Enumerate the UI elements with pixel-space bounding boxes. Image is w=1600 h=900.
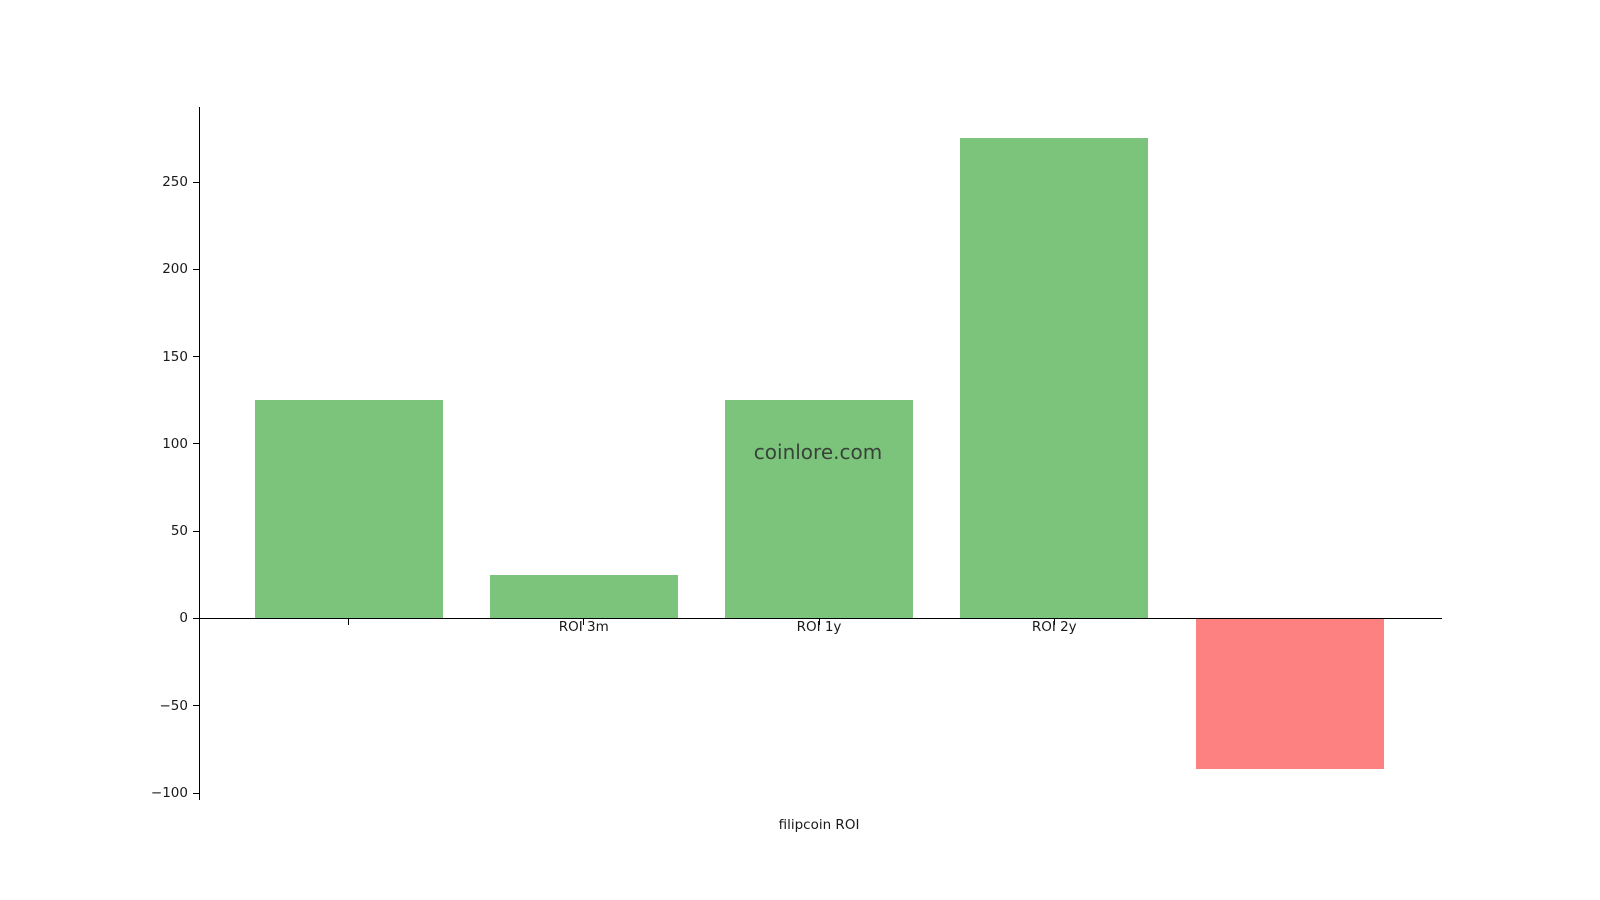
x-tick-mark	[1053, 618, 1055, 625]
x-tick-mark	[818, 618, 820, 625]
y-tick-label: −100	[150, 785, 188, 802]
y-tick-label: 150	[162, 348, 188, 365]
x-tick-label: ROI 1y	[796, 619, 842, 636]
y-tick-mark	[193, 792, 199, 794]
y-tick-label: 250	[162, 174, 188, 191]
x-tick-label: ROI 3m	[558, 619, 609, 636]
y-tick-label: 200	[162, 261, 188, 278]
y-tick-mark	[193, 617, 199, 619]
y-tick-mark	[193, 443, 199, 445]
x-tick-label: ROI 2y	[1031, 619, 1077, 636]
y-tick-mark	[193, 705, 199, 707]
bar	[725, 400, 913, 619]
y-tick-label: 50	[170, 523, 188, 540]
y-tick-mark	[193, 530, 199, 532]
y-tick-label: −50	[159, 697, 189, 714]
x-tick-mark	[348, 618, 349, 625]
bar	[1195, 618, 1384, 769]
x-tick-mark	[583, 618, 585, 625]
x-axis-line	[199, 618, 1442, 619]
bar	[489, 574, 678, 619]
x-axis-title: filipcoin ROI	[778, 817, 860, 833]
y-axis-line	[199, 107, 200, 800]
bar	[960, 138, 1149, 619]
y-tick-mark	[193, 356, 199, 358]
y-tick-label: 0	[179, 610, 188, 627]
bar	[254, 400, 443, 619]
watermark-text: coinlore.com	[753, 440, 883, 464]
y-tick-mark	[193, 181, 199, 183]
y-tick-mark	[193, 268, 199, 270]
y-tick-label: 100	[162, 435, 188, 452]
